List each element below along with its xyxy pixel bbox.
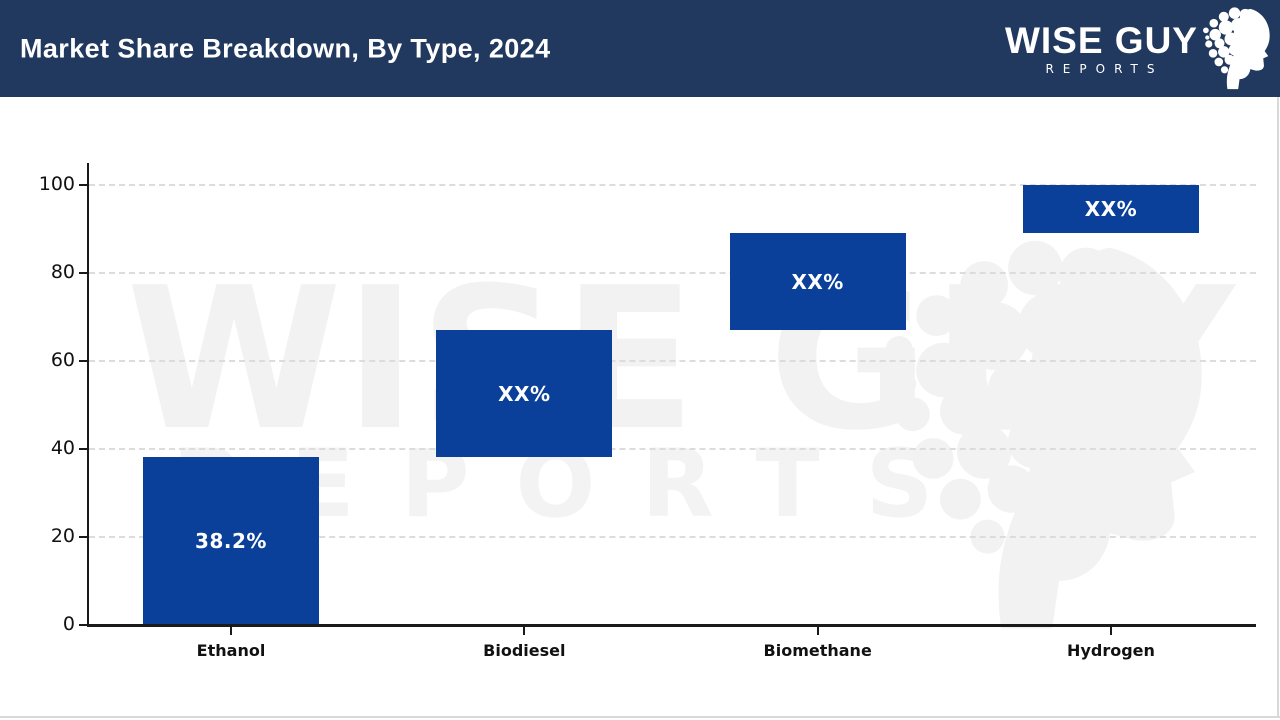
bar-hydrogen: XX% [1022, 185, 1199, 234]
y-tick-label: 20 [50, 525, 75, 547]
y-tick-mark [79, 184, 87, 186]
x-tick-mark [230, 627, 232, 635]
y-tick-mark [79, 536, 87, 538]
wise-guy-logo: WISE GUY REPORTS [1005, 4, 1274, 94]
y-axis-line [87, 163, 89, 627]
bar-biomethane: XX% [729, 233, 906, 331]
gridline-80 [89, 272, 1256, 274]
y-tick-mark [79, 272, 87, 274]
gridline-60 [89, 360, 1256, 362]
gridline-40 [89, 448, 1256, 450]
y-tick-label: 40 [50, 437, 75, 459]
page-bottom-border [0, 716, 1280, 718]
x-category-label: Ethanol [196, 641, 266, 660]
y-tick-mark [79, 360, 87, 362]
waterfall-chart: 0 20 40 60 80 100 38.2% Ethanol XX% Biodiesel XX% B… [0, 97, 1280, 720]
page-title: Market Share Breakdown, By Type, 2024 [20, 33, 551, 63]
logo-subtitle: REPORTS [1045, 62, 1164, 76]
y-tick-label: 100 [38, 173, 75, 195]
y-tick-label: 0 [62, 613, 75, 635]
bar-value-label: XX% [1084, 197, 1138, 222]
bar-ethanol: 38.2% [143, 456, 319, 625]
bar-value-label: 38.2% [195, 528, 267, 553]
gridline-100 [89, 184, 1256, 186]
logo-head-icon [1203, 7, 1270, 90]
x-tick-mark [816, 627, 819, 635]
x-axis-line [87, 624, 1256, 627]
y-tick-label: 80 [50, 261, 75, 283]
gridline-20 [89, 536, 1256, 538]
x-tick-mark [1109, 627, 1112, 635]
y-tick-label: 60 [50, 349, 75, 371]
x-category-label: Biomethane [763, 641, 872, 660]
bar-value-label: XX% [791, 269, 844, 294]
y-tick-mark [79, 448, 87, 450]
logo-text: WISE GUY REPORTS [1005, 22, 1198, 76]
header-bar: Market Share Breakdown, By Type, 2024 WI… [0, 0, 1280, 97]
bar-value-label: XX% [498, 381, 551, 406]
logo-wordmark: WISE GUY [1004, 20, 1198, 61]
y-tick-mark [79, 624, 87, 626]
bar-biodiesel: XX% [436, 330, 613, 457]
page-right-border [1277, 97, 1279, 718]
x-category-label: Biodiesel [483, 641, 566, 660]
x-category-label: Hydrogen [1067, 641, 1155, 660]
x-tick-mark [523, 627, 526, 635]
